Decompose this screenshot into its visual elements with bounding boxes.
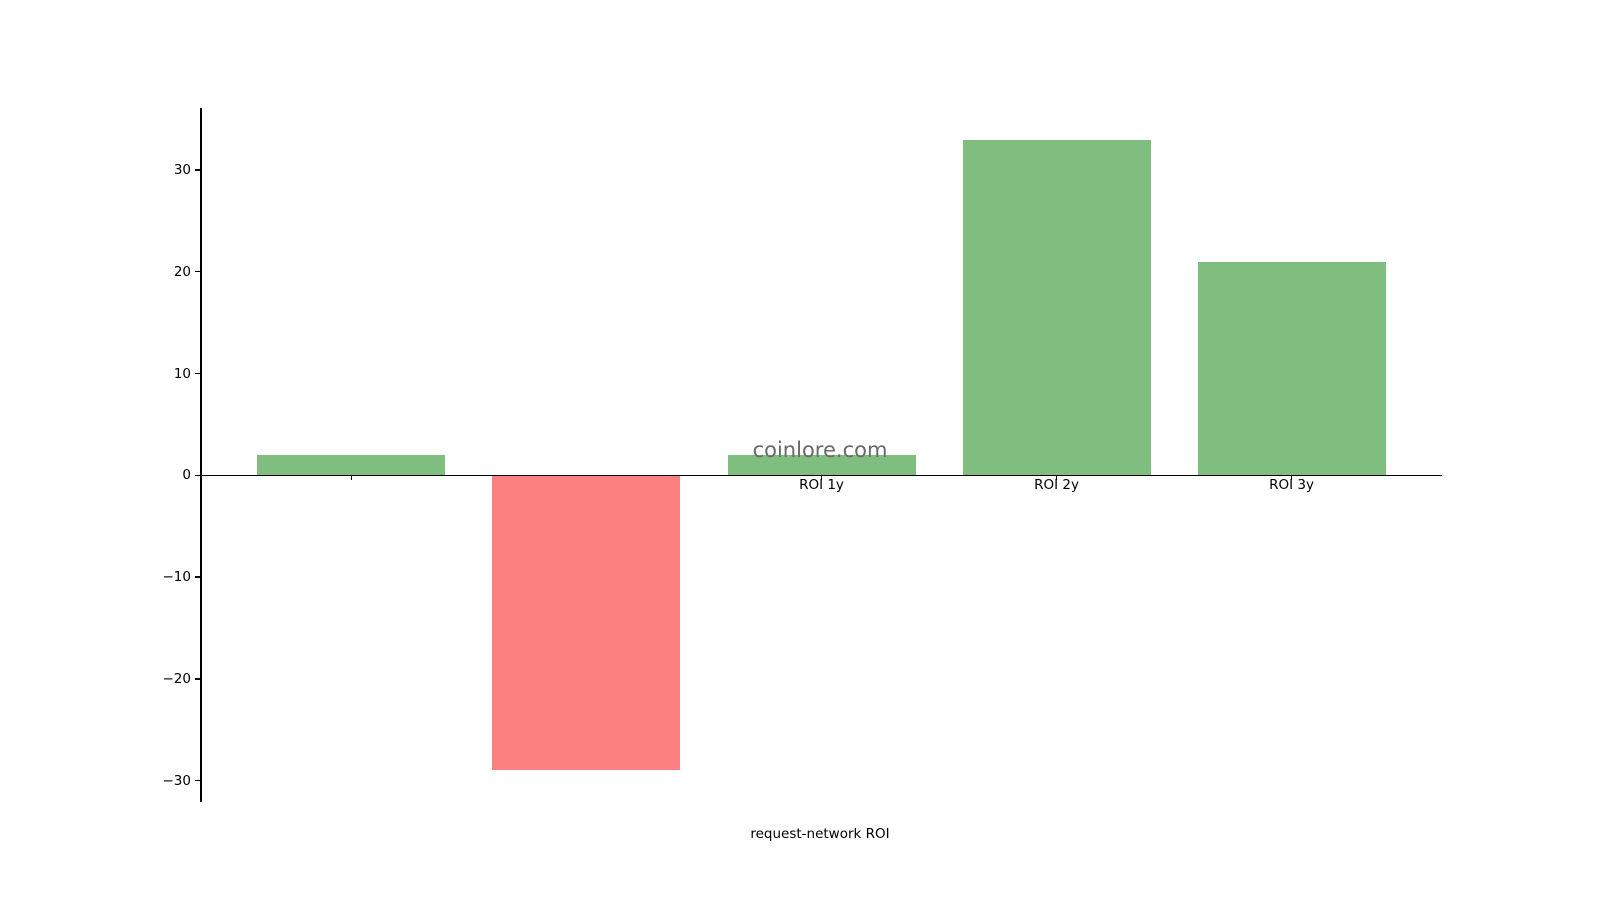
y-tick-label: 30 [173,162,191,179]
x-axis-tick [820,475,823,481]
y-axis-tick [195,678,201,680]
y-axis-tick [195,474,201,476]
x-axis-line [201,474,1442,476]
y-tick-label: 20 [173,263,191,280]
bar-roi-1y [727,455,916,476]
bar-roi-2y [962,139,1151,476]
y-tick-label: 10 [173,365,191,382]
y-axis-tick [195,779,201,782]
y-axis-tick [195,271,201,273]
y-tick-label: −20 [162,670,192,687]
x-tick-label: ROI 2y [1034,477,1079,494]
y-axis-line [200,108,202,802]
bar-roi-3y [1197,261,1386,476]
x-axis-title: request-network ROI [750,826,890,842]
watermark: coinlore.com [752,438,888,462]
x-axis-tick [1290,475,1293,481]
y-tick-label: −30 [162,772,192,789]
y-axis-tick [195,372,201,375]
bar-col-1 [257,455,446,476]
y-axis-tick [195,169,201,171]
y-tick-label: 0 [182,467,191,484]
y-tick-label: −10 [162,569,192,586]
bar-col-2 [492,475,681,771]
x-axis-tick [1055,475,1058,481]
x-tick-label: ROI 3y [1269,477,1314,494]
x-tick-label: ROI 1y [799,477,844,494]
x-axis-tick [350,475,353,481]
y-axis-tick [195,576,201,578]
